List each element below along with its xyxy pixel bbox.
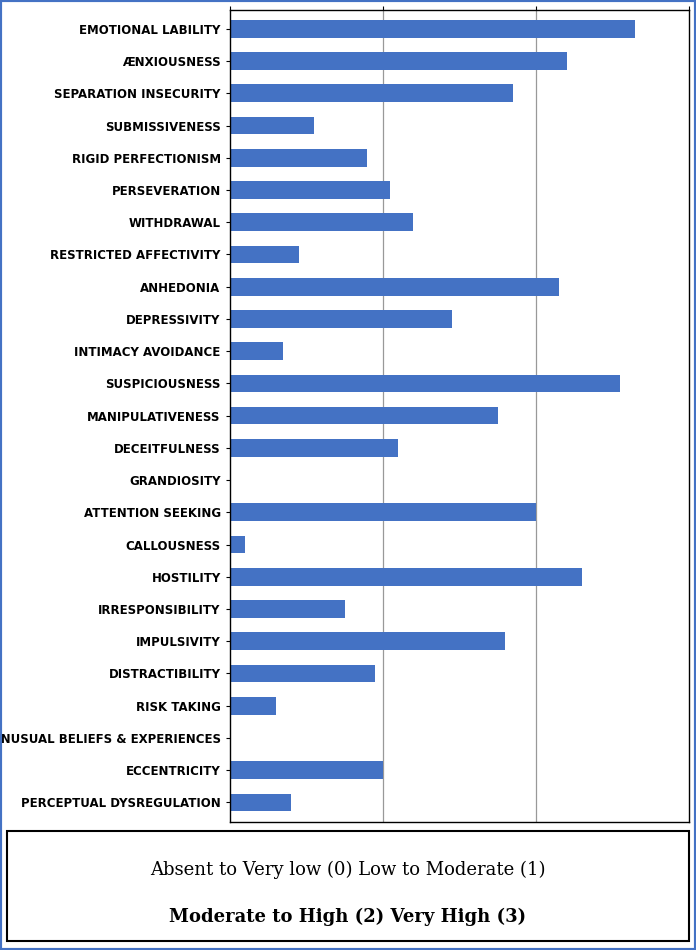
Bar bbox=[230, 761, 383, 779]
Bar bbox=[230, 407, 498, 425]
Bar bbox=[230, 214, 413, 231]
Bar bbox=[230, 374, 620, 392]
Bar bbox=[230, 665, 375, 682]
Bar bbox=[230, 246, 299, 263]
Bar bbox=[230, 277, 559, 295]
Bar bbox=[230, 793, 291, 811]
Bar bbox=[230, 439, 398, 457]
Bar bbox=[230, 149, 367, 166]
Bar bbox=[230, 697, 276, 714]
Bar bbox=[230, 504, 536, 522]
Bar bbox=[230, 600, 345, 618]
Bar bbox=[230, 633, 505, 650]
Text: Moderate to High (2) Very High (3): Moderate to High (2) Very High (3) bbox=[169, 907, 527, 925]
Bar bbox=[230, 20, 635, 38]
Bar bbox=[230, 117, 314, 134]
Bar bbox=[230, 52, 567, 70]
Bar bbox=[230, 536, 245, 554]
Bar bbox=[230, 85, 513, 103]
Bar bbox=[230, 310, 452, 328]
Text: Absent to Very low (0) Low to Moderate (1): Absent to Very low (0) Low to Moderate (… bbox=[150, 861, 546, 879]
Bar bbox=[230, 568, 582, 585]
Bar bbox=[230, 342, 283, 360]
Bar bbox=[230, 181, 390, 199]
